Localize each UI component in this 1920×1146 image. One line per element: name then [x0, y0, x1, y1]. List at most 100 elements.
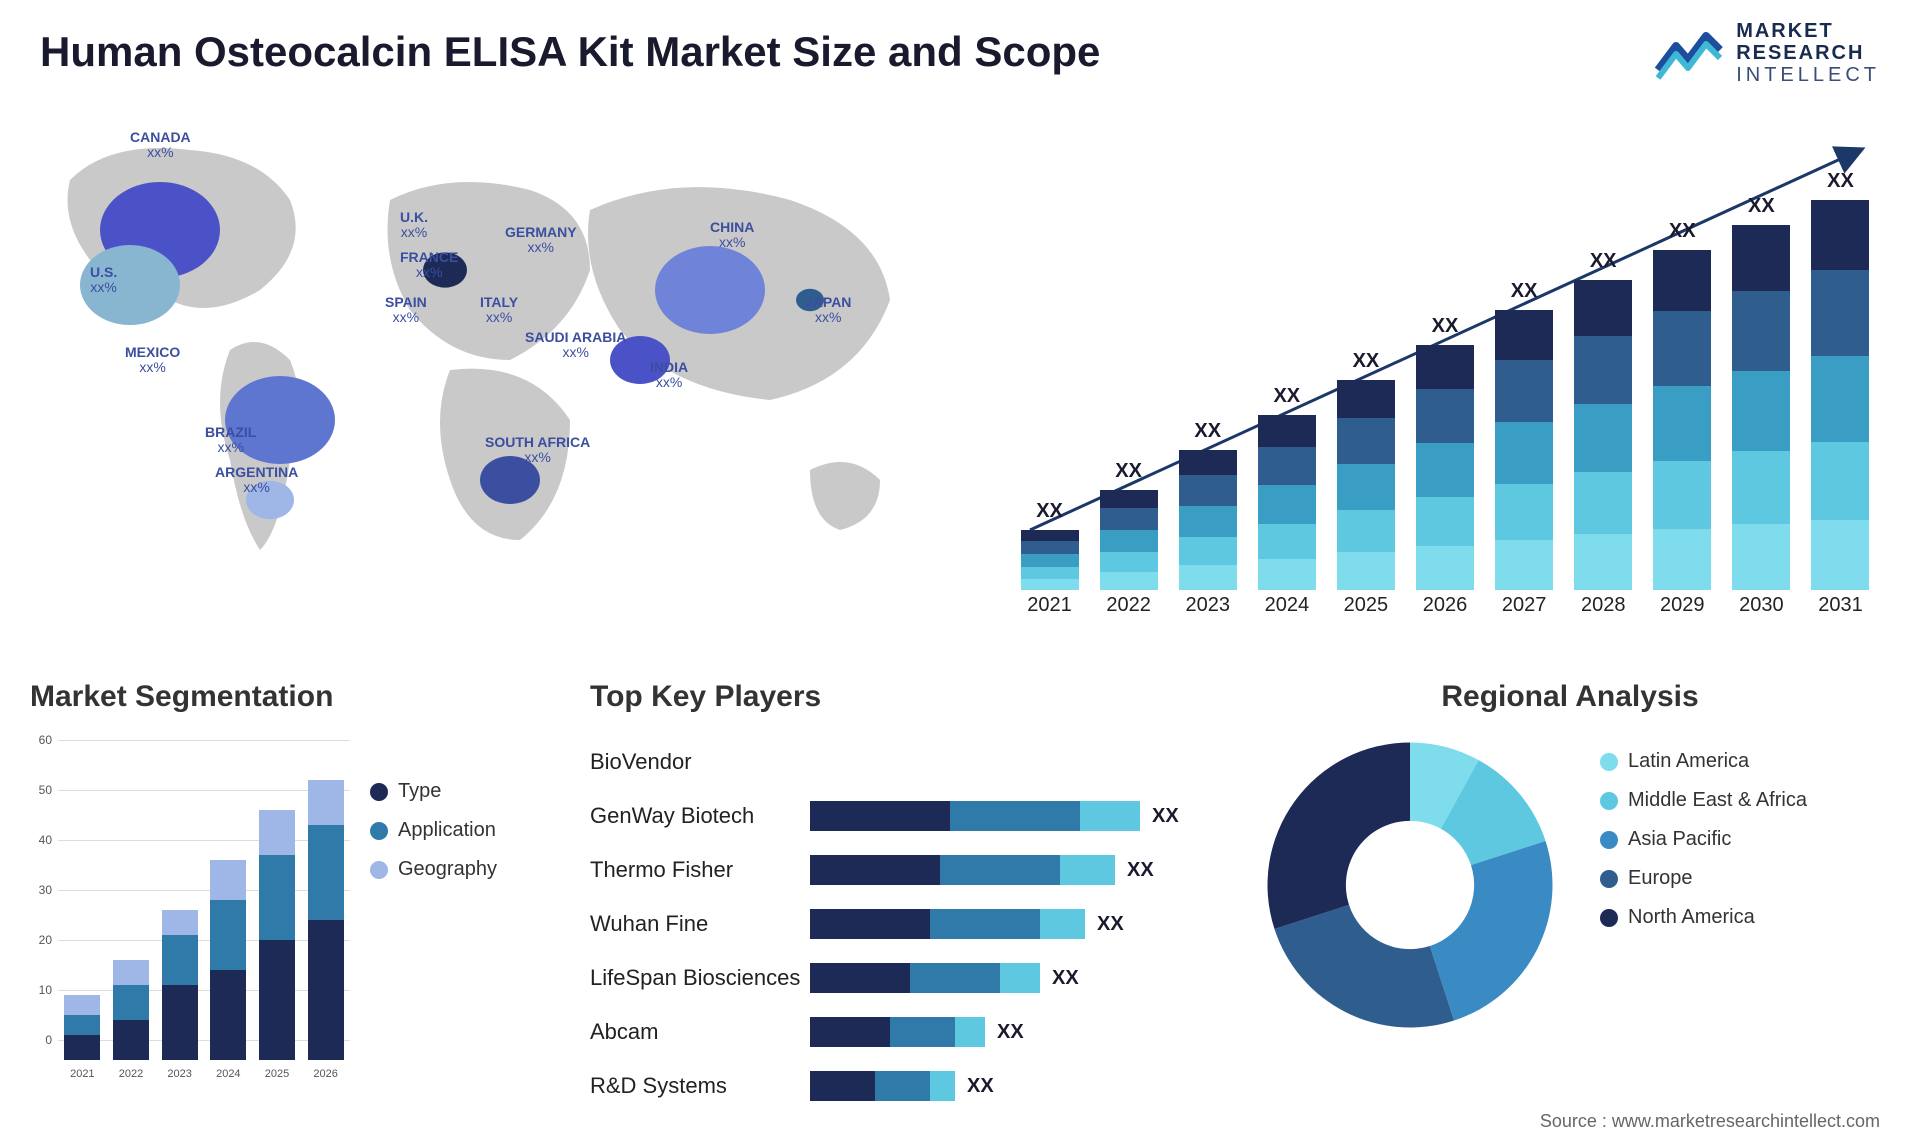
main-bar-2029: XX — [1653, 250, 1711, 590]
players-section: Top Key Players BioVendorGenWay BiotechX… — [590, 680, 1230, 1100]
seg-ytick: 30 — [30, 883, 52, 897]
map-label-u-k-: U.K.xx% — [400, 210, 428, 241]
main-xlabel: 2027 — [1485, 594, 1564, 630]
player-name: Wuhan Fine — [590, 911, 810, 937]
seg-xlabel: 2021 — [58, 1068, 107, 1080]
main-bar-label: XX — [1732, 195, 1790, 218]
seg-bar-2021 — [64, 995, 100, 1060]
main-xlabel: 2031 — [1801, 594, 1880, 630]
main-xlabel: 2026 — [1405, 594, 1484, 630]
player-value: XX — [1127, 859, 1154, 882]
player-bar — [810, 855, 1115, 885]
regional-donut — [1260, 735, 1560, 1035]
player-row: AbcamXX — [590, 1005, 1179, 1059]
seg-bar-2025 — [259, 810, 295, 1060]
seg-gridline — [58, 890, 350, 891]
main-xlabel: 2029 — [1643, 594, 1722, 630]
main-bar-label: XX — [1416, 315, 1474, 338]
seg-gridline — [58, 940, 350, 941]
seg-bar-2023 — [162, 910, 198, 1060]
main-bar-2026: XX — [1416, 345, 1474, 590]
main-bar-2024: XX — [1258, 415, 1316, 590]
main-bar-label: XX — [1495, 280, 1553, 303]
seg-xlabel: 2025 — [253, 1068, 302, 1080]
map-label-saudi-arabia: SAUDI ARABIAxx% — [525, 330, 626, 361]
main-bar-label: XX — [1811, 170, 1869, 193]
player-name: BioVendor — [590, 749, 810, 775]
seg-xlabel: 2026 — [301, 1068, 350, 1080]
players-chart: BioVendor GenWay Biotech XX Thermo Fisher XX… — [590, 735, 1179, 1113]
seg-bar-2026 — [308, 780, 344, 1060]
main-xlabel: 2023 — [1168, 594, 1247, 630]
source-attribution: Source : www.marketresearchintellect.com — [1540, 1111, 1880, 1132]
seg-xlabel: 2024 — [204, 1068, 253, 1080]
segmentation-title: Market Segmentation — [30, 680, 560, 714]
seg-gridline — [58, 740, 350, 741]
segmentation-chart: 0102030405060202120222023202420252026 — [30, 740, 350, 1080]
seg-legend-item: Type — [370, 780, 497, 803]
main-xlabel: 2024 — [1247, 594, 1326, 630]
player-row: R&D SystemsXX — [590, 1059, 1179, 1113]
main-xlabel: 2025 — [1326, 594, 1405, 630]
player-name: R&D Systems — [590, 1073, 810, 1099]
player-bar — [810, 963, 1040, 993]
player-bar — [810, 909, 1085, 939]
main-bar-label: XX — [1337, 350, 1395, 373]
player-row: LifeSpan BiosciencesXX — [590, 951, 1179, 1005]
map-label-india: INDIAxx% — [650, 360, 688, 391]
player-row: Wuhan Fine XX — [590, 897, 1179, 951]
donut-slice — [1430, 841, 1553, 1021]
segmentation-section: Market Segmentation 01020304050602021202… — [30, 680, 560, 1100]
main-bar-2021: XX — [1021, 530, 1079, 590]
main-xlabel: 2030 — [1722, 594, 1801, 630]
logo-icon — [1654, 26, 1724, 80]
player-value: XX — [1052, 967, 1079, 990]
seg-bar-2024 — [210, 860, 246, 1060]
map-label-japan: JAPANxx% — [805, 295, 851, 326]
main-xlabel: 2028 — [1564, 594, 1643, 630]
seg-ytick: 60 — [30, 733, 52, 747]
player-row: GenWay Biotech XX — [590, 789, 1179, 843]
segmentation-legend: Type Application Geography — [370, 780, 497, 897]
main-bar-label: XX — [1653, 220, 1711, 243]
main-bar-label: XX — [1258, 385, 1316, 408]
main-bar-2030: XX — [1732, 225, 1790, 590]
map-label-u-s-: U.S.xx% — [90, 265, 117, 296]
seg-gridline — [58, 840, 350, 841]
seg-xlabel: 2022 — [107, 1068, 156, 1080]
logo-line1: MARKET — [1736, 20, 1880, 42]
seg-ytick: 50 — [30, 783, 52, 797]
seg-gridline — [58, 790, 350, 791]
player-bar — [810, 801, 1140, 831]
player-row: BioVendor — [590, 735, 1179, 789]
main-bar-label: XX — [1179, 420, 1237, 443]
regional-legend-item: Latin America — [1600, 750, 1807, 773]
main-bar-2023: XX — [1179, 450, 1237, 590]
player-value: XX — [1152, 805, 1179, 828]
map-label-italy: ITALYxx% — [480, 295, 518, 326]
map-label-mexico: MEXICOxx% — [125, 345, 180, 376]
logo-line2: RESEARCH — [1736, 42, 1880, 64]
map-svg — [30, 120, 950, 640]
regional-legend-item: North America — [1600, 906, 1807, 929]
seg-gridline — [58, 990, 350, 991]
player-value: XX — [1097, 913, 1124, 936]
player-row: Thermo Fisher XX — [590, 843, 1179, 897]
main-xlabel: 2021 — [1010, 594, 1089, 630]
world-map: CANADAxx%U.S.xx%MEXICOxx%BRAZILxx%ARGENT… — [30, 120, 950, 640]
map-label-spain: SPAINxx% — [385, 295, 427, 326]
donut-slice — [1268, 743, 1411, 930]
player-bar — [810, 1071, 955, 1101]
regional-title: Regional Analysis — [1260, 680, 1880, 714]
player-name: GenWay Biotech — [590, 803, 810, 829]
seg-legend-item: Application — [370, 819, 497, 842]
regional-legend-item: Asia Pacific — [1600, 828, 1807, 851]
seg-legend-item: Geography — [370, 858, 497, 881]
seg-ytick: 10 — [30, 983, 52, 997]
main-bar-2025: XX — [1337, 380, 1395, 590]
player-name: Abcam — [590, 1019, 810, 1045]
seg-gridline — [58, 1040, 350, 1041]
player-name: Thermo Fisher — [590, 857, 810, 883]
logo-line3: INTELLECT — [1736, 64, 1880, 86]
main-bar-label: XX — [1021, 500, 1079, 523]
